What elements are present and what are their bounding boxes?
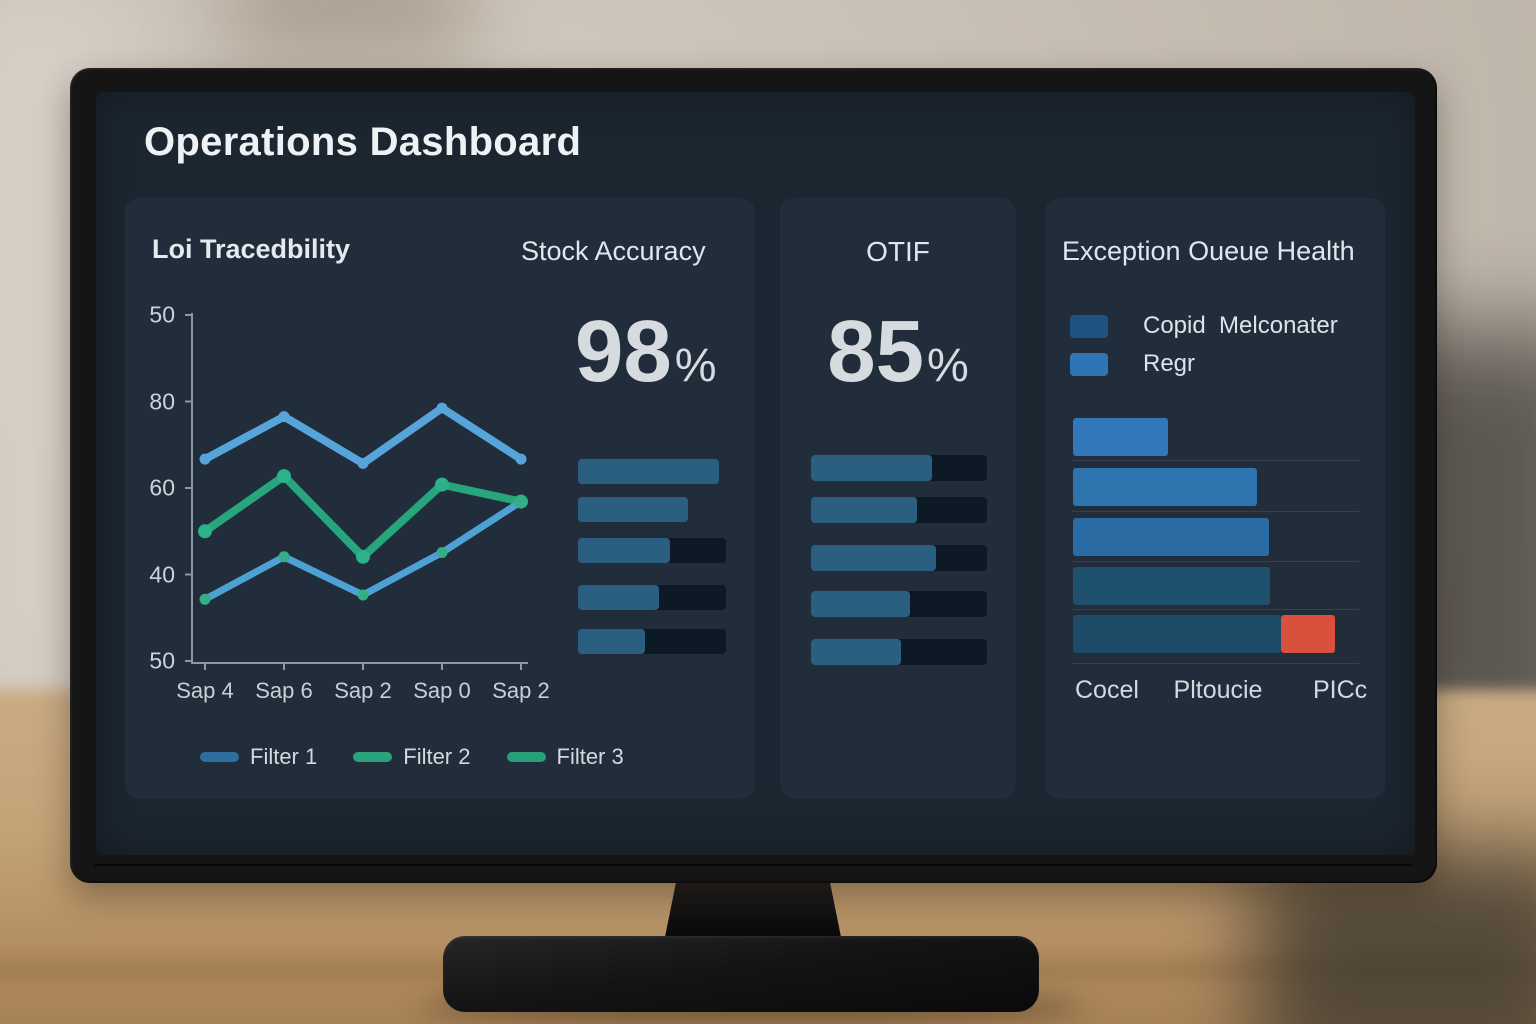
data-point-marker [277,469,291,484]
data-point-marker [278,411,290,423]
bar-fill [811,455,932,481]
exception-bar-segment [1073,615,1281,653]
stock-accuracy-digits: 98 [575,303,672,400]
traceability-x-axis: Sap 4 Sap 6 Sap 2 Sap 0 Sap 2 [125,198,755,798]
screen: Operations Dashboard Loi Tracedbility St… [96,92,1415,855]
monitor-stand-base [443,936,1039,1012]
legend-swatch-icon [200,752,239,762]
legend-label: Regr [1143,350,1196,377]
exception-bar-segment [1073,468,1257,506]
legend-label: Copid Melconater [1143,312,1338,339]
bar-separator-line [1072,511,1359,512]
page-title: Operations Dashboard [144,120,582,164]
exception-x-label: PICc [1313,676,1368,704]
y-axis-label: 50 [149,301,175,328]
legend-item-filter-3[interactable]: Filter 3 [506,744,624,770]
y-axis-label: 60 [149,474,175,501]
exception-x-axis: Cocel Pltoucie PICc [1045,198,1385,798]
exception-bar-segment [1281,615,1335,653]
traceability-plot [185,313,532,670]
exception-legend-item-1[interactable]: Copid Melconater [1070,312,1338,340]
x-axis-label: Sap 6 [255,678,313,703]
bar-separator-line [1072,609,1359,610]
traceability-legend: Filter 1 Filter 2 Filter 3 [200,744,624,770]
monitor-stand-neck [664,880,842,942]
otif-title: OTIF [866,236,930,267]
data-point-marker [198,524,212,539]
bar-separator-line [1072,561,1359,562]
stock-accuracy-unit: % [674,338,717,391]
exception-legend-item-2[interactable]: Regr [1070,350,1195,378]
data-point-marker [199,593,211,605]
exception-bars [1045,198,1385,798]
otif-digits: 85 [827,303,924,400]
exception-x-label: Pltoucie [1173,676,1263,704]
legend-swatch-icon [1070,314,1108,338]
exception-bar-segment [1073,518,1269,556]
legend-swatch-icon [506,752,546,762]
chart-axes [191,313,528,664]
x-axis-label: Sap 2 [492,678,550,703]
otif-value: 85 % [780,308,1016,395]
y-axis-label: 40 [149,561,175,587]
bar-fill [578,459,719,484]
legend-item-filter-1[interactable]: Filter 1 [200,744,317,770]
traceability-y-axis: 50 80 60 40 50 [125,198,181,798]
stock-accuracy-title: Stock Accuracy [521,236,706,266]
data-point-marker [435,477,449,492]
panel-exception-queue: Exception Oueue Health Copid Melconater R… [1045,198,1385,798]
data-point-marker [515,453,527,465]
line-chart-svg [185,313,528,670]
exception-bar-segment [1073,567,1270,605]
legend-label: Filter 3 [556,744,624,769]
data-point-marker [515,496,527,508]
y-axis-label: 50 [149,647,175,674]
data-point-marker [436,402,448,414]
data-point-marker [278,551,290,563]
bar-fill [811,639,901,665]
panel-otif: OTIF 85 % [780,198,1016,798]
exception-title: Exception Oueue Health [1062,236,1355,266]
legend-item-filter-2[interactable]: Filter 2 [353,744,471,770]
bar-separator-line [1072,460,1359,461]
bar-separator-line [1072,663,1359,664]
bar-fill [578,585,659,610]
exception-bar-segment [1073,418,1168,456]
data-point-marker [357,457,369,469]
otif-bars [811,198,987,798]
data-point-marker [356,549,370,564]
data-point-marker [436,547,448,559]
exception-legend: Copid Melconater Regr [1045,198,1385,798]
legend-swatch-icon [1070,352,1108,376]
stock-accuracy-bars [578,198,726,798]
y-axis-label: 80 [149,388,175,414]
stock-accuracy-value: 98 % [575,308,717,395]
traceability-title: Loi Tracedbility [152,234,351,264]
x-axis-label: Sap 0 [413,678,471,703]
exception-x-label: Cocel [1075,676,1139,704]
legend-label: Filter 2 [403,744,471,769]
monitor: Operations Dashboard Loi Tracedbility St… [70,68,1437,883]
data-point-marker [357,589,369,601]
monitor-chin-groove [94,864,1413,866]
background-top-shadow [230,0,470,60]
bar-fill [578,538,670,563]
bar-fill [811,497,917,523]
data-point-marker [199,453,211,465]
bar-fill [578,629,645,654]
bar-fill [811,591,910,617]
legend-label: Filter 1 [250,744,318,769]
bar-fill [578,497,688,522]
otif-unit: % [926,338,969,391]
panel-traceability: Loi Tracedbility Stock Accuracy 50 80 60 40… [125,198,755,798]
x-axis-label: Sap 2 [334,678,392,703]
x-axis-label: Sap 4 [176,678,234,703]
legend-swatch-icon [353,752,393,762]
bar-fill [811,545,936,571]
